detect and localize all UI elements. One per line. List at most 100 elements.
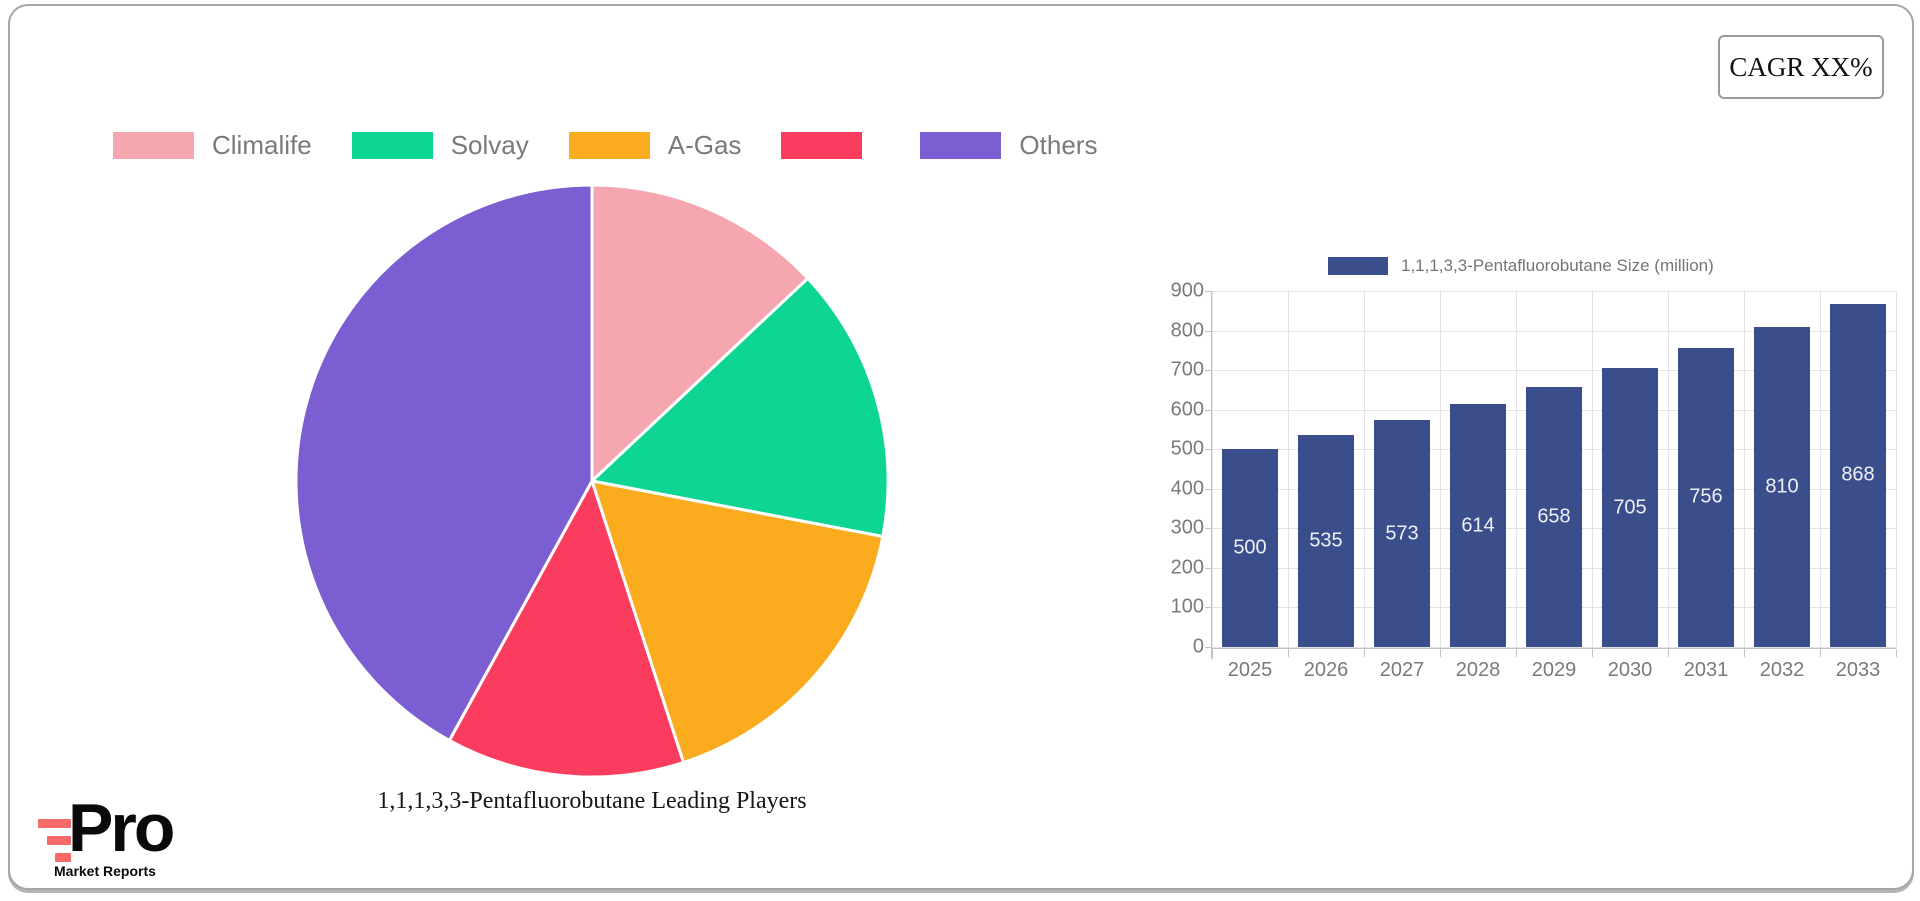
gridline-h — [1212, 370, 1896, 372]
report-card: CAGR XX% Climalife Solvay A-Gas Others 1,1,… — [8, 4, 1914, 890]
bar-value-label: 756 — [1689, 485, 1723, 508]
gridline-v — [1364, 291, 1365, 647]
y-axis-label: 100 — [1170, 595, 1204, 618]
x-tick — [1212, 649, 1213, 657]
legend-swatch — [113, 132, 194, 159]
legend-label: A-Gas — [667, 130, 742, 160]
x-tick — [1820, 649, 1821, 657]
x-axis-label: 2026 — [1303, 659, 1349, 681]
bar-2031 — [1678, 347, 1734, 647]
cagr-badge: CAGR XX% — [1718, 35, 1884, 99]
pie-slice-others — [294, 183, 594, 742]
x-axis-label: 2027 — [1379, 659, 1425, 681]
bar-legend-swatch — [1328, 257, 1388, 275]
bar-2033 — [1830, 303, 1886, 647]
bar-2030 — [1602, 368, 1658, 647]
x-tick — [1440, 649, 1441, 657]
y-axis-label: 0 — [1192, 635, 1204, 658]
logo-bar — [47, 836, 71, 845]
legend-item-climalife: Climalife — [113, 130, 312, 161]
legend-item-a-gas: A-Gas — [568, 130, 742, 161]
bar-value-label: 810 — [1765, 475, 1799, 498]
x-axis-label: 2033 — [1835, 659, 1881, 681]
pie-legend: Climalife Solvay A-Gas Others — [113, 130, 1097, 161]
y-axis-label: 900 — [1170, 279, 1204, 302]
y-tick — [1205, 370, 1212, 372]
bar-value-label: 705 — [1613, 496, 1647, 519]
legend-item — [781, 132, 880, 159]
x-tick — [1364, 649, 1365, 657]
y-tick — [1205, 449, 1212, 451]
legend-item-others: Others — [920, 130, 1097, 161]
bar-2028 — [1450, 404, 1506, 647]
gridline-v — [1516, 291, 1517, 647]
x-tick — [1668, 649, 1669, 657]
y-axis-label: 500 — [1170, 437, 1204, 460]
logo-bar — [38, 819, 71, 828]
y-axis-label: 600 — [1170, 398, 1204, 421]
pie-slice-a-gas — [590, 479, 885, 764]
bar-value-label: 500 — [1233, 536, 1267, 559]
legend-item-solvay: Solvay — [351, 130, 529, 161]
legend-swatch — [568, 132, 650, 159]
y-tick — [1205, 567, 1212, 569]
x-axis-label: 2030 — [1607, 659, 1653, 681]
bar-value-label: 614 — [1461, 514, 1495, 537]
gridline-v — [1440, 291, 1441, 647]
bar-value-label: 573 — [1385, 522, 1419, 545]
x-tick — [1288, 649, 1289, 657]
bar-legend-label: 1,1,1,3,3-Pentafluorobutane Size (millio… — [1401, 256, 1714, 275]
x-tick — [1592, 649, 1593, 657]
pie-slice-solvay — [590, 276, 890, 538]
y-tick — [1205, 528, 1212, 530]
bar-value-label: 868 — [1841, 463, 1875, 486]
y-tick — [1205, 647, 1212, 648]
legend-label: Climalife — [212, 130, 312, 160]
gridline-v — [1592, 291, 1593, 647]
bar-value-label: 658 — [1537, 505, 1571, 528]
gridline-v — [1212, 291, 1213, 647]
gridline-h — [1212, 647, 1896, 648]
bar-value-label: 535 — [1309, 529, 1343, 552]
pie-slice — [447, 479, 685, 779]
bar-2027 — [1374, 420, 1430, 647]
gridline-v — [1288, 291, 1289, 647]
x-axis-label: 2029 — [1531, 659, 1577, 681]
y-tick — [1205, 488, 1212, 490]
pie-chart — [294, 183, 890, 779]
x-axis-label: 2031 — [1683, 659, 1729, 681]
y-tick — [1205, 607, 1212, 609]
gridline-v — [1744, 291, 1745, 647]
y-axis-label: 200 — [1170, 556, 1204, 579]
gridline-h — [1212, 330, 1896, 332]
y-axis-label: 300 — [1170, 516, 1204, 539]
gridline-v — [1896, 291, 1897, 647]
bar-2032 — [1754, 326, 1810, 647]
bar-chart-plot: 0 100 200 300 400 500 600 700 800 900 500 2025 535 20… — [1171, 280, 1897, 681]
x-axis-label: 2028 — [1455, 659, 1501, 681]
bar-legend: 1,1,1,3,3-Pentafluorobutane Size (millio… — [1328, 256, 1714, 276]
logo-title: Pro — [68, 790, 175, 866]
bar-2026 — [1298, 435, 1354, 647]
gridline-v — [1820, 291, 1821, 647]
logo-bar — [55, 853, 71, 862]
y-axis-label: 800 — [1170, 319, 1204, 342]
y-axis-label: 400 — [1170, 477, 1204, 500]
legend-swatch — [781, 132, 863, 159]
x-axis-label: 2025 — [1227, 659, 1273, 681]
logo-subtitle: Market Reports — [54, 863, 156, 879]
y-axis-label: 700 — [1170, 358, 1204, 381]
x-axis-label: 2032 — [1759, 659, 1805, 681]
bar-2029 — [1526, 386, 1582, 647]
legend-label: Solvay — [450, 130, 529, 160]
legend-label: Others — [1019, 130, 1098, 160]
y-tick — [1205, 291, 1212, 292]
gridline-v — [1668, 291, 1669, 647]
pie-chart-title: 1,1,1,3,3-Pentafluorobutane Leading Play… — [377, 788, 807, 814]
pie-slice-climalife — [590, 183, 810, 483]
x-tick — [1744, 649, 1745, 657]
legend-swatch — [920, 132, 1002, 159]
x-axis-line — [1212, 647, 1896, 649]
x-tick — [1896, 649, 1897, 657]
gridline-h — [1212, 291, 1896, 292]
